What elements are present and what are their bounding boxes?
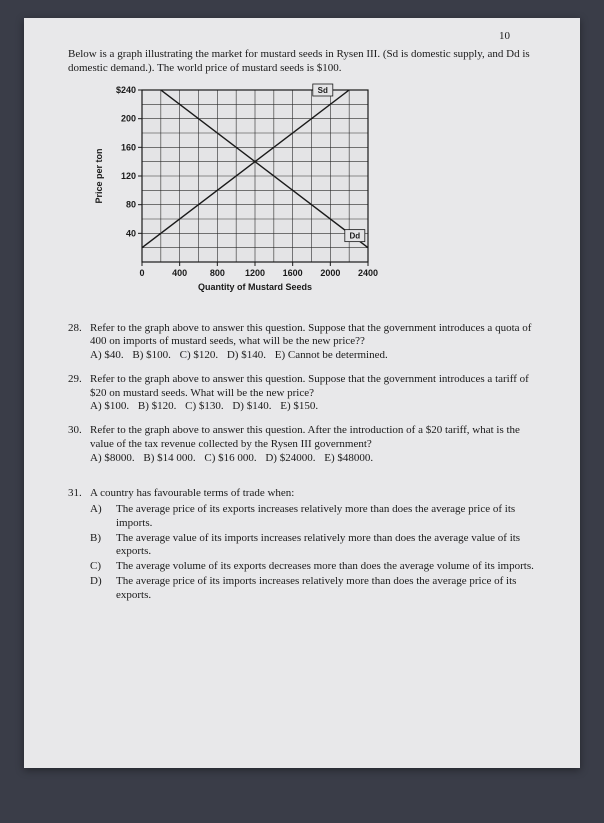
option-label: D) [90,575,116,603]
option-row: C)The average volume of its exports decr… [90,560,536,574]
svg-text:40: 40 [126,228,136,238]
options-inline: A) $8000. B) $14 000. C) $16 000. D) $24… [90,452,536,466]
options-inline: A) $100. B) $120. C) $130. D) $140. E) $… [90,400,536,414]
option-label: B) [90,532,116,560]
option-row: A)The average price of its exports incre… [90,503,536,531]
question-number: 28. [68,322,90,363]
svg-text:1600: 1600 [283,268,303,278]
svg-text:Quantity of Mustard Seeds: Quantity of Mustard Seeds [198,282,312,292]
svg-text:Dd: Dd [349,231,360,240]
question-number: 30. [68,424,90,465]
question-body: Refer to the graph above to answer this … [90,424,536,465]
svg-text:Price per ton: Price per ton [94,148,104,203]
option-text: The average value of its imports increas… [116,532,536,560]
question-text: A country has favourable terms of trade … [90,487,536,501]
question: 29.Refer to the graph above to answer th… [68,373,536,414]
option: E) Cannot be determined. [275,349,388,361]
svg-text:800: 800 [210,268,225,278]
svg-text:400: 400 [172,268,187,278]
option: D) $140. [232,400,274,412]
option: B) $120. [138,400,179,412]
document-page: 10 Below is a graph illustrating the mar… [24,18,580,768]
options-inline: A) $40. B) $100. C) $120. D) $140. E) Ca… [90,349,536,363]
question-number: 29. [68,373,90,414]
option: A) $40. [90,349,126,361]
question-number: 31. [68,487,90,602]
svg-text:0: 0 [139,268,144,278]
questions-list: 28.Refer to the graph above to answer th… [68,322,536,603]
option-row: B)The average value of its imports incre… [90,532,536,560]
question: 30.Refer to the graph above to answer th… [68,424,536,465]
option-row: D)The average price of its imports incre… [90,575,536,603]
svg-text:120: 120 [121,171,136,181]
svg-text:Sd: Sd [318,86,328,95]
intro-text: Below is a graph illustrating the market… [68,48,536,76]
question-text: Refer to the graph above to answer this … [90,373,536,401]
question-text: Refer to the graph above to answer this … [90,322,536,350]
svg-text:1200: 1200 [245,268,265,278]
option: C) $120. [180,349,221,361]
svg-text:200: 200 [121,113,136,123]
option: C) $130. [185,400,226,412]
svg-text:2400: 2400 [358,268,378,278]
question-body: Refer to the graph above to answer this … [90,373,536,414]
option: D) $140. [227,349,269,361]
option-label: C) [90,560,116,574]
option: E) $150. [280,400,318,412]
option: A) $100. [90,400,132,412]
question: 28.Refer to the graph above to answer th… [68,322,536,363]
page-number: 10 [499,30,510,44]
option: A) $8000. [90,452,137,464]
supply-demand-chart: 0 400 800 1200 1600 2000 2400 40 80 120 160 200 $240… [88,82,536,312]
option-text: The average price of its exports increas… [116,503,536,531]
svg-text:160: 160 [121,142,136,152]
svg-text:2000: 2000 [320,268,340,278]
option: D) $24000. [265,452,318,464]
question-body: A country has favourable terms of trade … [90,487,536,602]
question-text: Refer to the graph above to answer this … [90,424,536,452]
svg-text:$240: $240 [116,85,136,95]
svg-text:80: 80 [126,199,136,209]
option: B) $14 000. [143,452,198,464]
question-body: Refer to the graph above to answer this … [90,322,536,363]
option-text: The average volume of its exports decrea… [116,560,536,574]
option: E) $48000. [324,452,373,464]
option-text: The average price of its imports increas… [116,575,536,603]
option-label: A) [90,503,116,531]
question: 31.A country has favourable terms of tra… [68,487,536,602]
options-block: A)The average price of its exports incre… [90,503,536,602]
option: C) $16 000. [204,452,259,464]
option: B) $100. [132,349,173,361]
